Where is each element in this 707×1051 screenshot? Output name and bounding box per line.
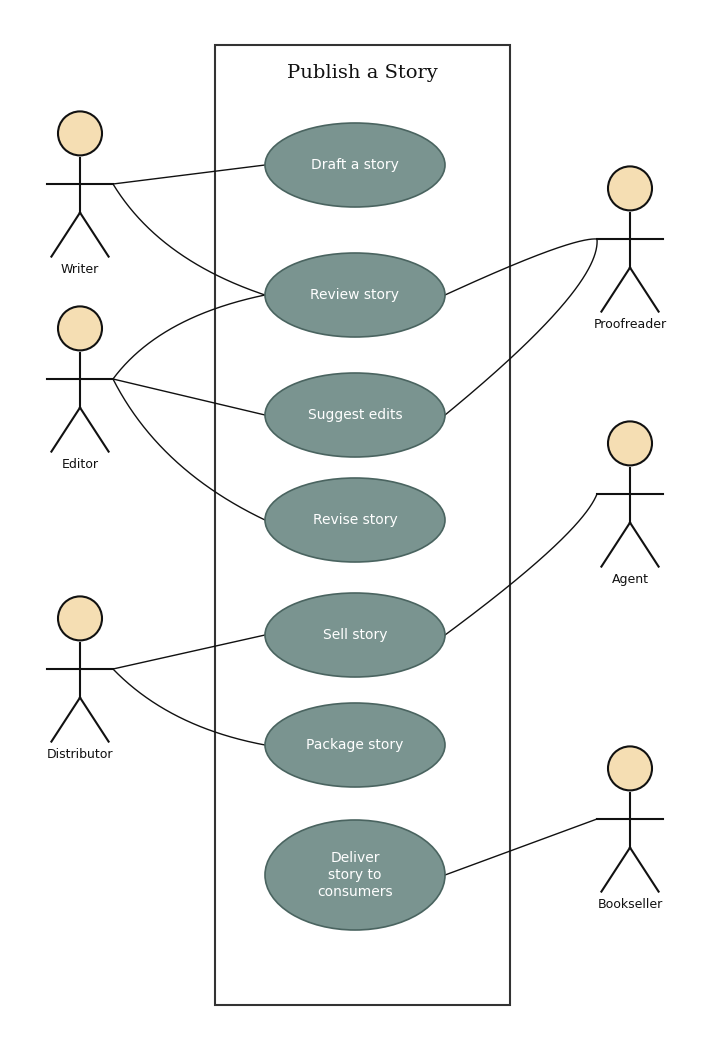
Circle shape [608, 166, 652, 210]
Text: Bookseller: Bookseller [597, 898, 662, 910]
Ellipse shape [265, 253, 445, 337]
Text: Distributor: Distributor [47, 747, 113, 761]
Ellipse shape [265, 820, 445, 930]
Ellipse shape [265, 373, 445, 457]
FancyBboxPatch shape [215, 45, 510, 1005]
Ellipse shape [265, 123, 445, 207]
Text: Publish a Story: Publish a Story [287, 64, 438, 82]
Circle shape [608, 421, 652, 466]
Text: Package story: Package story [306, 738, 404, 753]
Text: Deliver
story to
consumers: Deliver story to consumers [317, 850, 393, 900]
Text: Draft a story: Draft a story [311, 158, 399, 172]
Text: Revise story: Revise story [312, 513, 397, 527]
Text: Editor: Editor [62, 457, 98, 471]
Text: Writer: Writer [61, 263, 99, 275]
Circle shape [58, 596, 102, 640]
Text: Agent: Agent [612, 573, 648, 585]
Text: Sell story: Sell story [323, 628, 387, 642]
Text: Suggest edits: Suggest edits [308, 408, 402, 423]
Circle shape [58, 307, 102, 350]
Text: Proofreader: Proofreader [593, 317, 667, 331]
Text: Review story: Review story [310, 288, 399, 302]
Ellipse shape [265, 703, 445, 787]
Ellipse shape [265, 478, 445, 562]
Ellipse shape [265, 593, 445, 677]
Circle shape [608, 746, 652, 790]
Circle shape [58, 111, 102, 156]
